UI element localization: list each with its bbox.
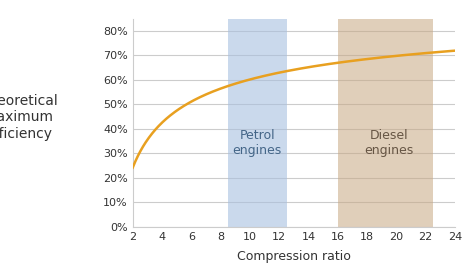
Bar bbox=[228, 19, 287, 227]
Text: Diesel
engines: Diesel engines bbox=[365, 129, 414, 157]
Text: Theoretical
maximum
efficiency: Theoretical maximum efficiency bbox=[0, 94, 58, 141]
X-axis label: Compression ratio: Compression ratio bbox=[237, 250, 351, 263]
Text: Petrol
engines: Petrol engines bbox=[233, 129, 282, 157]
Bar bbox=[338, 19, 433, 227]
